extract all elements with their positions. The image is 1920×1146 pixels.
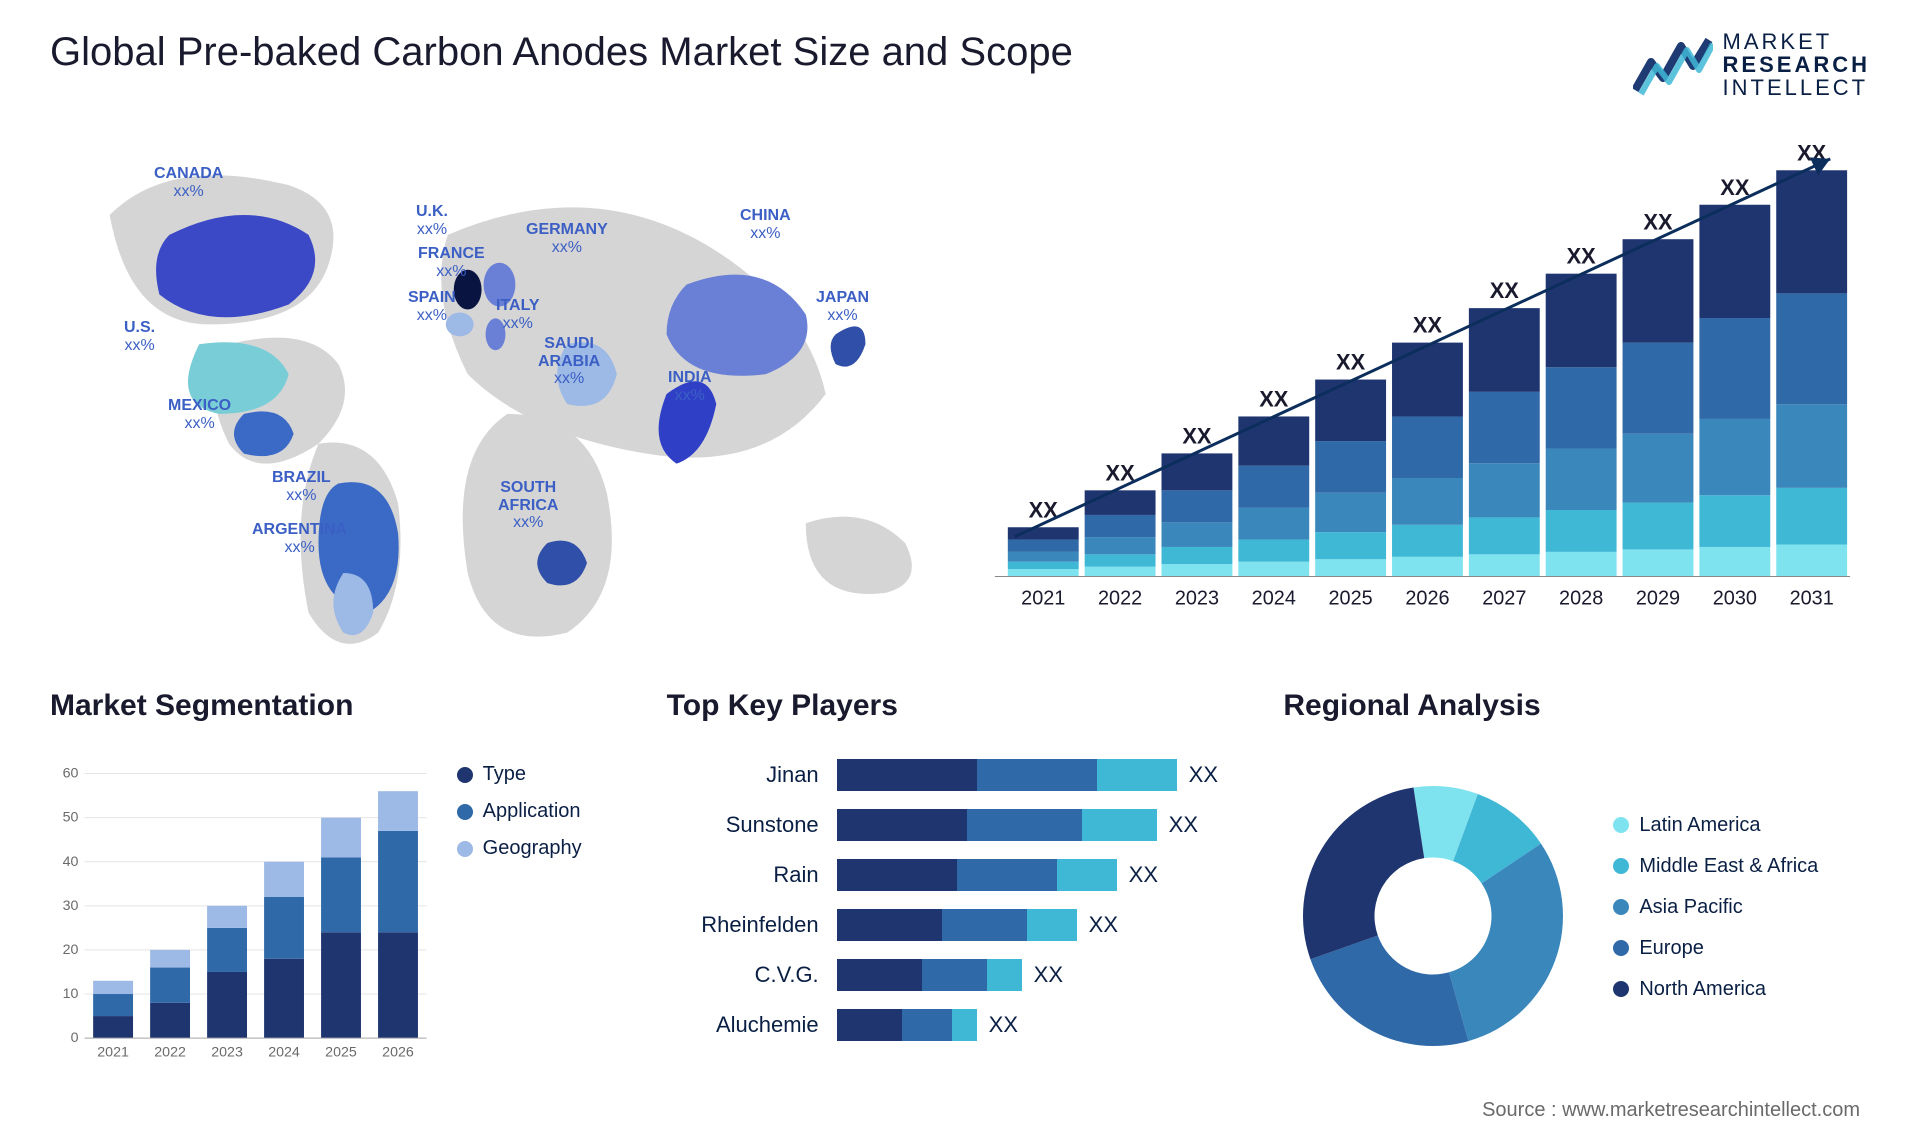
regional-legend-latin-america: Latin America — [1613, 814, 1870, 837]
svg-text:2025: 2025 — [1329, 588, 1373, 610]
svg-text:2027: 2027 — [1482, 588, 1526, 610]
svg-text:XX: XX — [1567, 244, 1597, 269]
logo-text: MARKET RESEARCH INTELLECT — [1723, 30, 1870, 99]
regional-panel: Regional Analysis Latin America Middle Ea… — [1283, 689, 1870, 1089]
svg-text:30: 30 — [63, 898, 79, 914]
svg-text:2021: 2021 — [97, 1045, 129, 1061]
regional-legend: Latin America Middle East & Africa Asia Pa… — [1613, 814, 1870, 1019]
source-attribution: Source : www.marketresearchintellect.com — [1482, 1099, 1860, 1122]
regional-title: Regional Analysis — [1283, 689, 1870, 723]
map-label-brazil: BRAZILxx% — [272, 469, 331, 504]
svg-text:20: 20 — [63, 942, 79, 958]
svg-text:2026: 2026 — [1405, 588, 1449, 610]
svg-text:2023: 2023 — [1175, 588, 1219, 610]
player-row-rain: Rain XX — [667, 853, 1254, 897]
svg-text:2023: 2023 — [211, 1045, 243, 1061]
player-row-c-v-g-: C.V.G. XX — [667, 953, 1254, 997]
svg-text:2021: 2021 — [1021, 588, 1065, 610]
map-label-argentina: ARGENTINAxx% — [252, 521, 347, 556]
map-label-japan: JAPANxx% — [816, 289, 869, 324]
player-row-sunstone: Sunstone XX — [667, 803, 1254, 847]
map-label-south-africa: SOUTHAFRICAxx% — [498, 479, 558, 532]
growth-chart-panel: XX 2021 XX 2022 XX 2023 XX 2024 XX 2025 XX 2026 XX 20… — [975, 129, 1870, 659]
svg-text:XX: XX — [1336, 350, 1366, 375]
svg-text:2025: 2025 — [325, 1045, 357, 1061]
segmentation-title: Market Segmentation — [50, 689, 637, 723]
regional-legend-europe: Europe — [1613, 937, 1870, 960]
players-panel: Top Key Players Jinan XX Sunstone XX Rain … — [667, 689, 1254, 1089]
regional-donut-chart — [1283, 766, 1583, 1066]
player-row-aluchemie: Aluchemie XX — [667, 1003, 1254, 1047]
logo-line3: INTELLECT — [1723, 76, 1870, 99]
player-row-jinan: Jinan XX — [667, 753, 1254, 797]
players-title: Top Key Players — [667, 689, 1254, 723]
svg-text:2022: 2022 — [154, 1045, 186, 1061]
map-label-italy: ITALYxx% — [496, 297, 540, 332]
svg-text:2031: 2031 — [1790, 588, 1834, 610]
svg-text:2028: 2028 — [1559, 588, 1603, 610]
svg-text:10: 10 — [63, 986, 79, 1002]
logo-line1: MARKET — [1723, 30, 1870, 53]
segmentation-legend: Type Application Geography — [457, 743, 637, 1089]
world-map-icon — [50, 129, 945, 659]
regional-legend-north-america: North America — [1613, 978, 1870, 1001]
logo-mark-icon — [1633, 32, 1713, 98]
segmentation-bar-chart: 0 10 20 30 40 50 60 2021 2022 2023 2024 2025 2026 — [50, 743, 437, 1089]
svg-text:XX: XX — [1259, 387, 1289, 412]
map-label-u-s-: U.S.xx% — [124, 319, 155, 354]
map-label-u-k-: U.K.xx% — [416, 203, 448, 238]
map-label-france: FRANCExx% — [418, 245, 485, 280]
map-label-canada: CANADAxx% — [154, 165, 223, 200]
map-label-india: INDIAxx% — [668, 369, 712, 404]
svg-text:40: 40 — [63, 854, 79, 870]
svg-text:50: 50 — [63, 810, 79, 826]
segmentation-panel: Market Segmentation 0 10 20 30 40 50 60 2021 202… — [50, 689, 637, 1089]
brand-logo: MARKET RESEARCH INTELLECT — [1633, 30, 1870, 99]
seg-legend-application: Application — [457, 800, 637, 823]
seg-legend-type: Type — [457, 763, 637, 786]
svg-text:2030: 2030 — [1713, 588, 1757, 610]
svg-text:XX: XX — [1643, 210, 1673, 235]
svg-text:2026: 2026 — [382, 1045, 414, 1061]
svg-text:2022: 2022 — [1098, 588, 1142, 610]
seg-legend-geography: Geography — [457, 837, 637, 860]
svg-text:2024: 2024 — [268, 1045, 300, 1061]
page-title: Global Pre-baked Carbon Anodes Market Si… — [50, 30, 1073, 75]
svg-text:2024: 2024 — [1252, 588, 1296, 610]
logo-line2: RESEARCH — [1723, 53, 1870, 76]
svg-text:XX: XX — [1720, 175, 1750, 200]
growth-bar-chart: XX 2021 XX 2022 XX 2023 XX 2024 XX 2025 XX 2026 XX 20… — [975, 129, 1870, 626]
regional-legend-asia-pacific: Asia Pacific — [1613, 896, 1870, 919]
map-label-saudi-arabia: SAUDIARABIAxx% — [538, 335, 600, 388]
svg-text:XX: XX — [1182, 424, 1212, 449]
svg-text:XX: XX — [1490, 278, 1520, 303]
svg-text:0: 0 — [71, 1030, 79, 1046]
svg-text:60: 60 — [63, 766, 79, 782]
svg-text:XX: XX — [1413, 313, 1443, 338]
map-label-germany: GERMANYxx% — [526, 221, 608, 256]
svg-text:2029: 2029 — [1636, 588, 1680, 610]
player-row-rheinfelden: Rheinfelden XX — [667, 903, 1254, 947]
players-bar-chart: Jinan XX Sunstone XX Rain XX Rheinfelden XX… — [667, 743, 1254, 1089]
world-map-panel: CANADAxx% U.S.xx% MEXICOxx% BRAZILxx% ARGENT… — [50, 129, 945, 659]
map-label-mexico: MEXICOxx% — [168, 397, 231, 432]
map-label-china: CHINAxx% — [740, 207, 791, 242]
regional-legend-middle-east-africa: Middle East & Africa — [1613, 855, 1870, 878]
map-label-spain: SPAINxx% — [408, 289, 456, 324]
